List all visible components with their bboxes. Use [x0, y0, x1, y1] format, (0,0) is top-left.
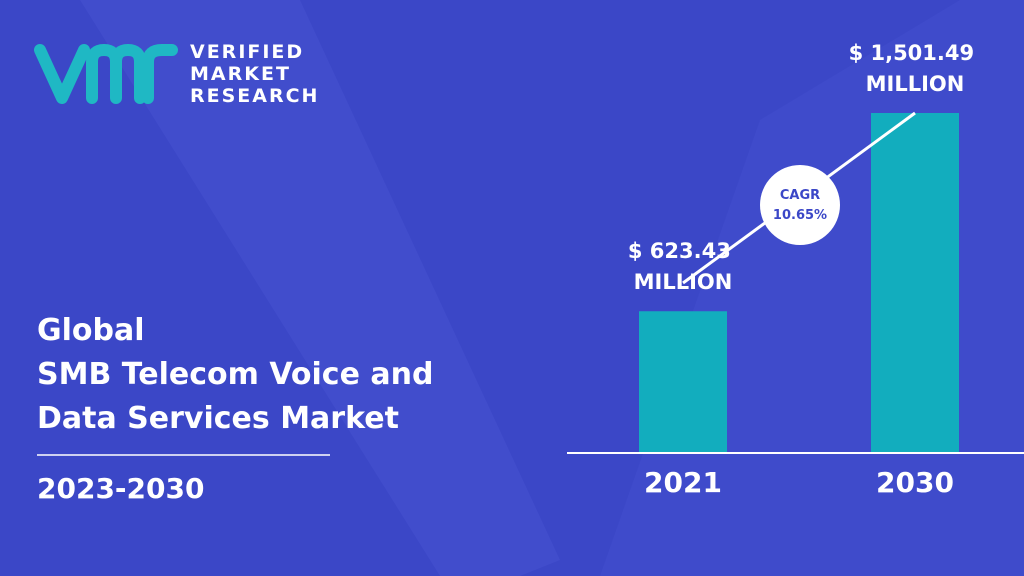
bar [639, 311, 727, 452]
x-tick-label: 2030 [876, 466, 954, 499]
background-shape [80, 0, 560, 576]
value-label-line: $ 623.43 [628, 239, 738, 263]
chart-subtitle: 2023-2030 [37, 472, 204, 505]
logo-text: MARKET [190, 63, 291, 85]
annotation-circle [760, 165, 840, 245]
annotation-value: 10.65% [773, 208, 827, 223]
value-label: $ 1,501.49 MILLION [849, 41, 982, 96]
x-tick-label: 2021 [644, 466, 722, 499]
chart-title: Global [37, 313, 145, 348]
value-label-line: $ 1,501.49 [849, 41, 982, 65]
logo: VERIFIED MARKET RESEARCH [34, 41, 319, 107]
bar [871, 113, 959, 452]
logo-text: RESEARCH [190, 85, 319, 107]
chart-title: Data Services Market [37, 401, 399, 436]
logo-icon [34, 44, 178, 104]
logo-text: VERIFIED [190, 41, 304, 63]
annotation-label: CAGR [780, 188, 820, 203]
value-label-line: MILLION [866, 72, 965, 96]
chart-title: SMB Telecom Voice and [37, 357, 433, 392]
